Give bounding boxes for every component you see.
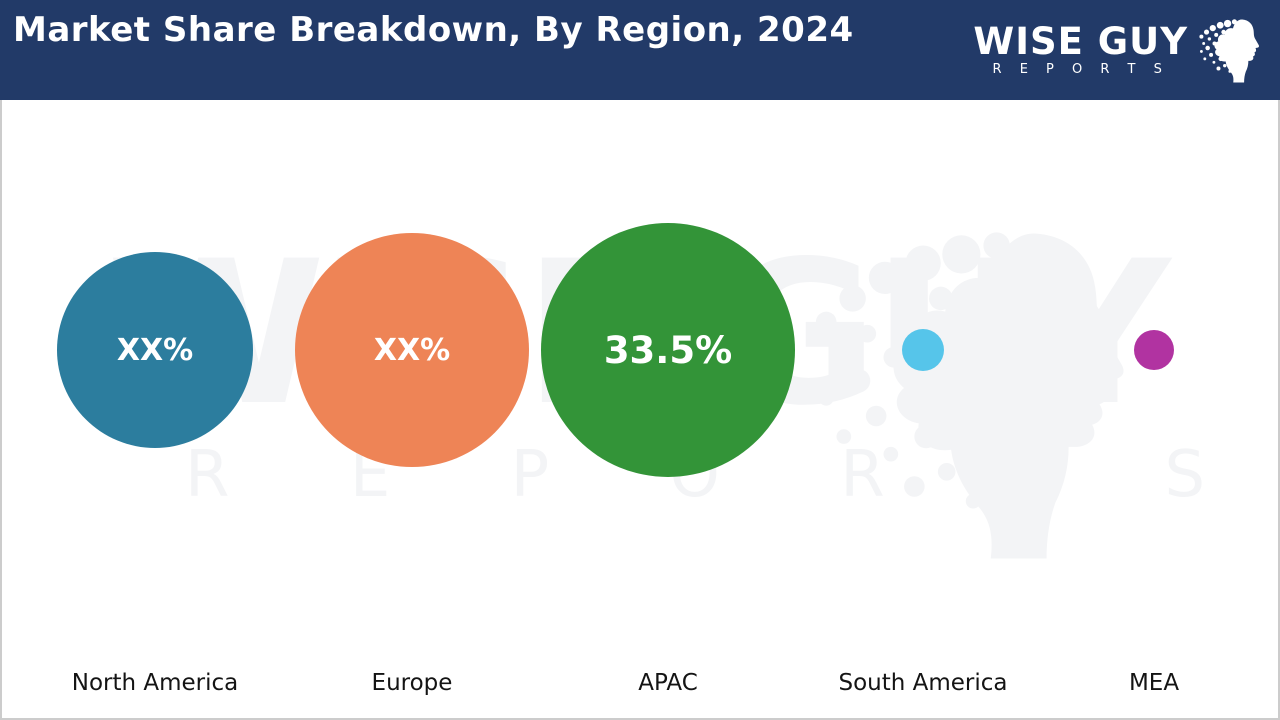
bubble-south-america [902, 329, 944, 371]
wiseguy-logo-text: WISE GUY R E P O R T S [973, 19, 1188, 78]
bubble-mea [1134, 330, 1174, 370]
watermark-head-icon [815, 232, 1124, 559]
wiseguy-logo: WISE GUY R E P O R T S [973, 6, 1268, 94]
bubble-value-label: XX% [373, 332, 451, 368]
category-label-europe: Europe [371, 670, 453, 696]
bubble-apac: 33.5% [541, 223, 795, 477]
bubble-value-label: 33.5% [603, 328, 733, 372]
category-label-apac: APAC [638, 670, 698, 696]
category-label-south-america: South America [838, 670, 1008, 696]
chart-area: WISE GUY R E P O R T S XX% XX% 33.5% Nor… [0, 100, 1280, 720]
bubble-value-label: XX% [116, 332, 194, 368]
bubble-north-america: XX% [57, 252, 253, 448]
header-bar: Market Share Breakdown, By Region, 2024 … [0, 0, 1280, 100]
wiseguy-head-icon [1199, 19, 1259, 83]
bubble-europe: XX% [295, 233, 529, 467]
category-label-north-america: North America [71, 670, 239, 696]
category-label-mea: MEA [1128, 670, 1180, 696]
wiseguy-wordmark: WISE GUY [973, 19, 1188, 63]
wiseguy-reports-label: R E P O R T S [992, 62, 1169, 78]
page-title: Market Share Breakdown, By Region, 2024 [13, 10, 854, 50]
